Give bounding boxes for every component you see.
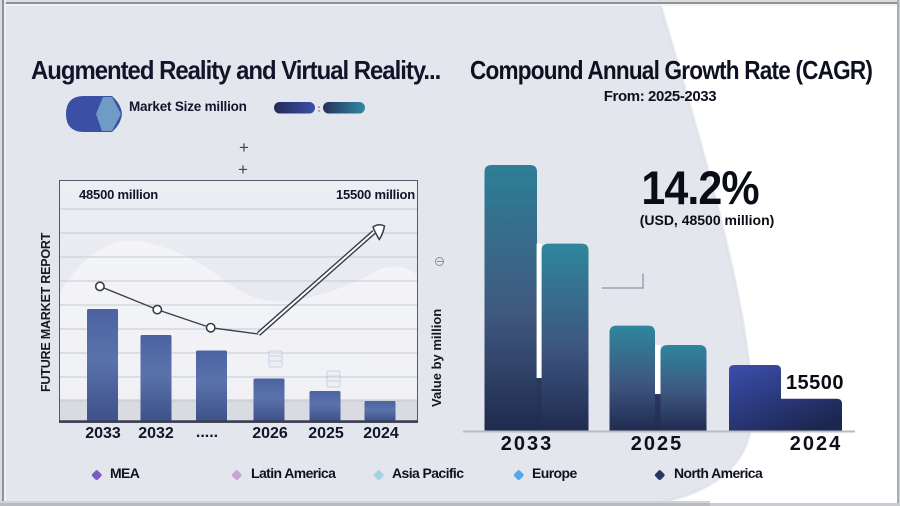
svg-text::: :: [318, 104, 321, 114]
